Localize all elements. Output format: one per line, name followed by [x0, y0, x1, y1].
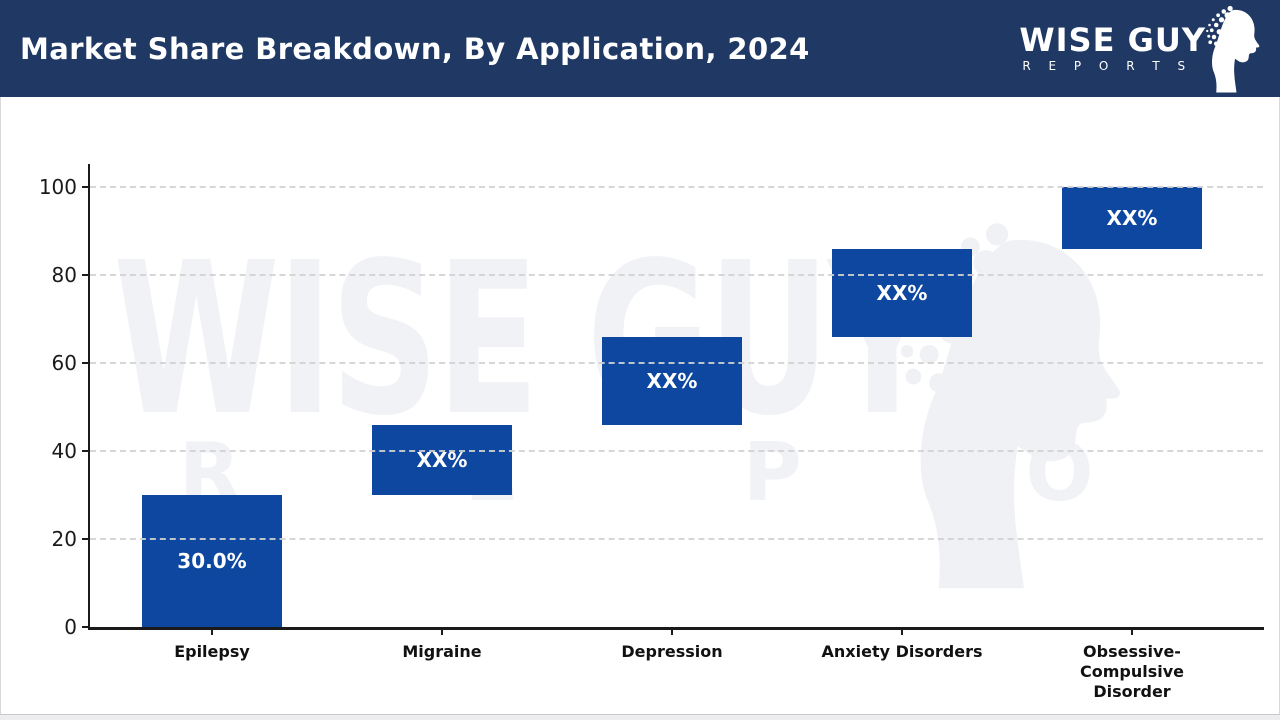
report-header: Market Share Breakdown, By Application, … — [0, 0, 1280, 97]
watermark-subtext: R E P O R T S — [179, 426, 1280, 519]
bar-value-label: XX% — [876, 280, 928, 305]
y-tick-label-100: 100 — [38, 175, 77, 199]
bar-depression: XX% — [602, 336, 742, 425]
x-axis-label-line: Disorder — [1093, 682, 1171, 701]
chart-title: Market Share Breakdown, By Application, … — [20, 31, 810, 66]
logo-wordmark: WISE GUY — [1019, 21, 1206, 59]
y-tick-100 — [82, 186, 89, 188]
x-tick-2 — [671, 629, 673, 635]
gridline-40 — [90, 450, 1263, 452]
gridline-60 — [90, 362, 1263, 364]
x-axis-label-line: Migraine — [402, 642, 482, 661]
bar-obsessive-compulsive-disorder: XX% — [1062, 187, 1202, 249]
logo-subtext: R E P O R T S — [1022, 59, 1193, 73]
logo-text: WISE GUY R E P O R T S — [1019, 24, 1206, 73]
x-axis-label-line: Anxiety Disorders — [821, 642, 983, 661]
x-axis-label-4: Obsessive- Compulsive Disorder — [1047, 642, 1217, 702]
logo-head-icon — [1206, 5, 1260, 92]
bar-value-label: 30.0% — [177, 549, 247, 573]
y-tick-0 — [82, 626, 89, 628]
y-tick-40 — [82, 450, 89, 452]
y-tick-label-60: 60 — [51, 351, 77, 375]
x-axis-label-1: Migraine — [357, 642, 527, 662]
chart-area: WISE GUY R E P O R T S 30.0% XX% XX% XX% XX%… — [0, 97, 1280, 714]
bottom-strip — [0, 714, 1280, 720]
bar-plot: 30.0% XX% XX% XX% XX% 0 20 40 60 80 100 Epilepsy Mig… — [1, 97, 1280, 714]
gridline-20 — [90, 538, 1263, 540]
bar-value-label: XX% — [646, 368, 698, 393]
bar-anxiety-disorders: XX% — [832, 248, 972, 337]
x-axis-label-3: Anxiety Disorders — [817, 642, 987, 662]
x-axis-label-line: Compulsive — [1079, 662, 1185, 681]
x-tick-1 — [441, 629, 443, 635]
bar-epilepsy: 30.0% — [142, 495, 282, 627]
bar-value-label: XX% — [1106, 205, 1158, 230]
y-tick-label-80: 80 — [51, 263, 77, 287]
x-axis-label-2: Depression — [587, 642, 757, 662]
y-tick-20 — [82, 538, 89, 540]
x-axis — [88, 627, 1264, 630]
watermark-wordmark: WISE GUY — [113, 217, 937, 462]
y-tick-60 — [82, 362, 89, 364]
y-tick-80 — [82, 274, 89, 276]
x-tick-4 — [1131, 629, 1133, 635]
y-tick-label-20: 20 — [51, 527, 77, 551]
x-tick-0 — [211, 629, 213, 635]
y-tick-label-40: 40 — [51, 439, 77, 463]
x-tick-3 — [901, 629, 903, 635]
x-axis-label-line: Depression — [621, 642, 723, 661]
bar-migraine: XX% — [372, 424, 512, 495]
x-axis-label-line: Obsessive- — [1083, 642, 1181, 661]
x-axis-label-line: Epilepsy — [174, 642, 250, 661]
gridline-100 — [90, 186, 1263, 188]
y-tick-label-0: 0 — [64, 615, 77, 639]
x-axis-label-0: Epilepsy — [127, 642, 297, 662]
wiseguy-logo: WISE GUY R E P O R T S — [1019, 4, 1270, 94]
y-axis — [88, 164, 90, 629]
gridline-80 — [90, 274, 1263, 276]
